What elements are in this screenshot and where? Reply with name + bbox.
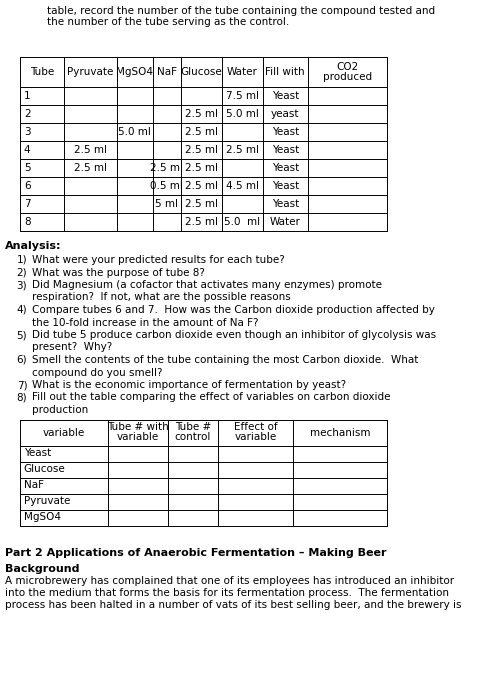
- Text: the number of the tube serving as the control.: the number of the tube serving as the co…: [47, 17, 289, 27]
- Text: Fill out the table comparing the effect of variables on carbon dioxide: Fill out the table comparing the effect …: [32, 393, 391, 402]
- Text: 6): 6): [17, 355, 27, 365]
- Text: 2.5 ml: 2.5 ml: [185, 199, 218, 209]
- Text: Did Magnesium (a cofactor that activates many enzymes) promote: Did Magnesium (a cofactor that activates…: [32, 280, 382, 290]
- Text: Yeast: Yeast: [272, 199, 299, 209]
- Text: 2.5 ml: 2.5 ml: [185, 217, 218, 227]
- Text: Tube #: Tube #: [175, 423, 211, 433]
- Text: Yeast: Yeast: [272, 127, 299, 137]
- Text: 2.5 ml: 2.5 ml: [185, 127, 218, 137]
- Text: 4.5 ml: 4.5 ml: [226, 181, 259, 191]
- Text: MgSO4: MgSO4: [24, 512, 61, 522]
- Text: Yeast: Yeast: [272, 145, 299, 155]
- Text: 2.5 ml: 2.5 ml: [185, 163, 218, 173]
- Text: Yeast: Yeast: [272, 91, 299, 101]
- Text: into the medium that forms the basis for its fermentation process.  The fermenta: into the medium that forms the basis for…: [5, 589, 449, 598]
- Text: Yeast: Yeast: [272, 163, 299, 173]
- Text: 2.5 ml: 2.5 ml: [185, 181, 218, 191]
- Text: variable: variable: [117, 433, 159, 442]
- Text: 2: 2: [24, 109, 30, 119]
- Text: 2.5 ml: 2.5 ml: [74, 163, 107, 173]
- Text: variable: variable: [43, 428, 85, 438]
- Text: 5.0 ml: 5.0 ml: [226, 109, 259, 119]
- Text: 4: 4: [24, 145, 30, 155]
- Text: Water: Water: [227, 67, 258, 77]
- Text: NaF: NaF: [157, 67, 177, 77]
- Text: Pyruvate: Pyruvate: [67, 67, 114, 77]
- Text: Yeast: Yeast: [24, 449, 51, 458]
- Text: respiration?  If not, what are the possible reasons: respiration? If not, what are the possib…: [32, 293, 291, 302]
- Text: Did tube 5 produce carbon dioxide even though an inhibitor of glycolysis was: Did tube 5 produce carbon dioxide even t…: [32, 330, 436, 340]
- Text: Smell the contents of the tube containing the most Carbon dioxide.  What: Smell the contents of the tube containin…: [32, 355, 419, 365]
- Text: What is the economic importance of fermentation by yeast?: What is the economic importance of ferme…: [32, 380, 346, 390]
- Text: NaF: NaF: [24, 480, 44, 491]
- Text: Yeast: Yeast: [272, 181, 299, 191]
- Text: process has been halted in a number of vats of its best selling beer, and the br: process has been halted in a number of v…: [5, 601, 461, 610]
- Text: Glucose: Glucose: [24, 465, 65, 475]
- Text: produced: produced: [322, 72, 372, 82]
- Text: 2.5 ml: 2.5 ml: [185, 145, 218, 155]
- Text: 2): 2): [17, 267, 27, 277]
- Text: 2.5 ml: 2.5 ml: [74, 145, 107, 155]
- Text: MgSO4: MgSO4: [116, 67, 153, 77]
- Text: Pyruvate: Pyruvate: [24, 496, 70, 507]
- Text: Tube # with: Tube # with: [107, 423, 169, 433]
- Text: control: control: [175, 433, 211, 442]
- Text: Tube: Tube: [30, 67, 54, 77]
- Text: A microbrewery has complained that one of its employees has introduced an inhibi: A microbrewery has complained that one o…: [5, 577, 454, 587]
- Text: Background: Background: [5, 564, 79, 573]
- Text: present?  Why?: present? Why?: [32, 342, 113, 353]
- Text: CO2: CO2: [336, 62, 358, 72]
- Text: 8: 8: [24, 217, 30, 227]
- Text: 5: 5: [24, 163, 30, 173]
- Text: table, record the number of the tube containing the compound tested and: table, record the number of the tube con…: [47, 6, 435, 16]
- Text: Water: Water: [270, 217, 301, 227]
- Text: 7): 7): [17, 380, 27, 390]
- Text: What was the purpose of tube 8?: What was the purpose of tube 8?: [32, 267, 205, 277]
- Text: 2.5 ml: 2.5 ml: [185, 109, 218, 119]
- Text: 6: 6: [24, 181, 30, 191]
- Text: Part 2 Applications of Anaerobic Fermentation – Making Beer: Part 2 Applications of Anaerobic Ferment…: [5, 547, 386, 557]
- Text: mechanism: mechanism: [310, 428, 370, 438]
- Text: 4): 4): [17, 305, 27, 315]
- Text: 7.5 ml: 7.5 ml: [226, 91, 259, 101]
- Text: 3: 3: [24, 127, 30, 137]
- Text: 5.0 ml: 5.0 ml: [118, 127, 151, 137]
- Text: Analysis:: Analysis:: [5, 241, 62, 251]
- Text: 7: 7: [24, 199, 30, 209]
- Text: 1: 1: [24, 91, 30, 101]
- Text: Fill with: Fill with: [265, 67, 305, 77]
- Text: 0.5 ml: 0.5 ml: [150, 181, 184, 191]
- Text: 2.5 ml: 2.5 ml: [226, 145, 259, 155]
- Text: 3): 3): [17, 280, 27, 290]
- Text: production: production: [32, 405, 88, 415]
- Text: Glucose: Glucose: [181, 67, 223, 77]
- Text: variable: variable: [234, 433, 277, 442]
- Text: 5 ml: 5 ml: [155, 199, 179, 209]
- Text: 5): 5): [17, 330, 27, 340]
- Text: Effect of: Effect of: [234, 423, 277, 433]
- Text: Compare tubes 6 and 7.  How was the Carbon dioxide production affected by: Compare tubes 6 and 7. How was the Carbo…: [32, 305, 435, 315]
- Text: 2.5 ml: 2.5 ml: [150, 163, 184, 173]
- Text: What were your predicted results for each tube?: What were your predicted results for eac…: [32, 255, 285, 265]
- Text: yeast: yeast: [271, 109, 300, 119]
- Text: 8): 8): [17, 393, 27, 402]
- Text: 1): 1): [17, 255, 27, 265]
- Text: 5.0  ml: 5.0 ml: [225, 217, 260, 227]
- Text: the 10-fold increase in the amount of Na F?: the 10-fold increase in the amount of Na…: [32, 318, 259, 328]
- Text: compound do you smell?: compound do you smell?: [32, 368, 163, 377]
